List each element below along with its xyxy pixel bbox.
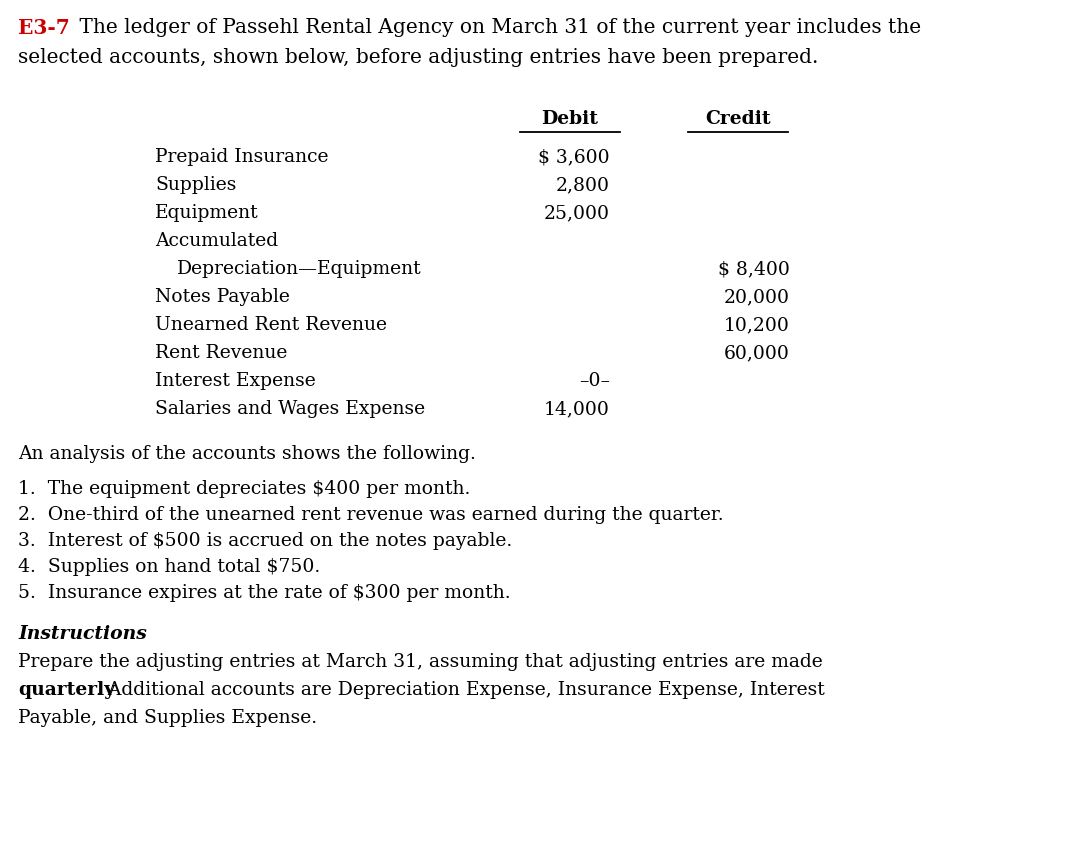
Text: Rent Revenue: Rent Revenue xyxy=(155,344,288,362)
Text: 60,000: 60,000 xyxy=(724,344,790,362)
Text: Supplies: Supplies xyxy=(155,176,236,194)
Text: . Additional accounts are Depreciation Expense, Insurance Expense, Interest: . Additional accounts are Depreciation E… xyxy=(96,681,824,699)
Text: Depreciation—Equipment: Depreciation—Equipment xyxy=(177,260,422,278)
Text: Instructions: Instructions xyxy=(18,625,147,643)
Text: 2,800: 2,800 xyxy=(556,176,610,194)
Text: E3-7: E3-7 xyxy=(18,18,69,38)
Text: 4.  Supplies on hand total $750.: 4. Supplies on hand total $750. xyxy=(18,558,321,576)
Text: Equipment: Equipment xyxy=(155,204,259,222)
Text: The ledger of Passehl Rental Agency on March 31 of the current year includes the: The ledger of Passehl Rental Agency on M… xyxy=(73,18,921,37)
Text: An analysis of the accounts shows the following.: An analysis of the accounts shows the fo… xyxy=(18,445,476,463)
Text: Debit: Debit xyxy=(541,110,599,128)
Text: 3.  Interest of $500 is accrued on the notes payable.: 3. Interest of $500 is accrued on the no… xyxy=(18,532,512,550)
Text: 25,000: 25,000 xyxy=(544,204,610,222)
Text: Salaries and Wages Expense: Salaries and Wages Expense xyxy=(155,400,425,418)
Text: –0–: –0– xyxy=(579,372,610,390)
Text: Prepaid Insurance: Prepaid Insurance xyxy=(155,148,328,166)
Text: 1.  The equipment depreciates $400 per month.: 1. The equipment depreciates $400 per mo… xyxy=(18,480,471,498)
Text: Payable, and Supplies Expense.: Payable, and Supplies Expense. xyxy=(18,709,317,727)
Text: Unearned Rent Revenue: Unearned Rent Revenue xyxy=(155,316,387,334)
Text: 5.  Insurance expires at the rate of $300 per month.: 5. Insurance expires at the rate of $300… xyxy=(18,584,510,602)
Text: 14,000: 14,000 xyxy=(544,400,610,418)
Text: Notes Payable: Notes Payable xyxy=(155,288,290,306)
Text: $ 8,400: $ 8,400 xyxy=(718,260,790,278)
Text: Credit: Credit xyxy=(705,110,771,128)
Text: Accumulated: Accumulated xyxy=(155,232,278,250)
Text: quarterly: quarterly xyxy=(18,681,115,699)
Text: $ 3,600: $ 3,600 xyxy=(539,148,610,166)
Text: 2.  One-third of the unearned rent revenue was earned during the quarter.: 2. One-third of the unearned rent revenu… xyxy=(18,506,723,524)
Text: Interest Expense: Interest Expense xyxy=(155,372,315,390)
Text: 10,200: 10,200 xyxy=(724,316,790,334)
Text: selected accounts, shown below, before adjusting entries have been prepared.: selected accounts, shown below, before a… xyxy=(18,48,818,67)
Text: 20,000: 20,000 xyxy=(724,288,790,306)
Text: Prepare the adjusting entries at March 31, assuming that adjusting entries are m: Prepare the adjusting entries at March 3… xyxy=(18,653,823,671)
